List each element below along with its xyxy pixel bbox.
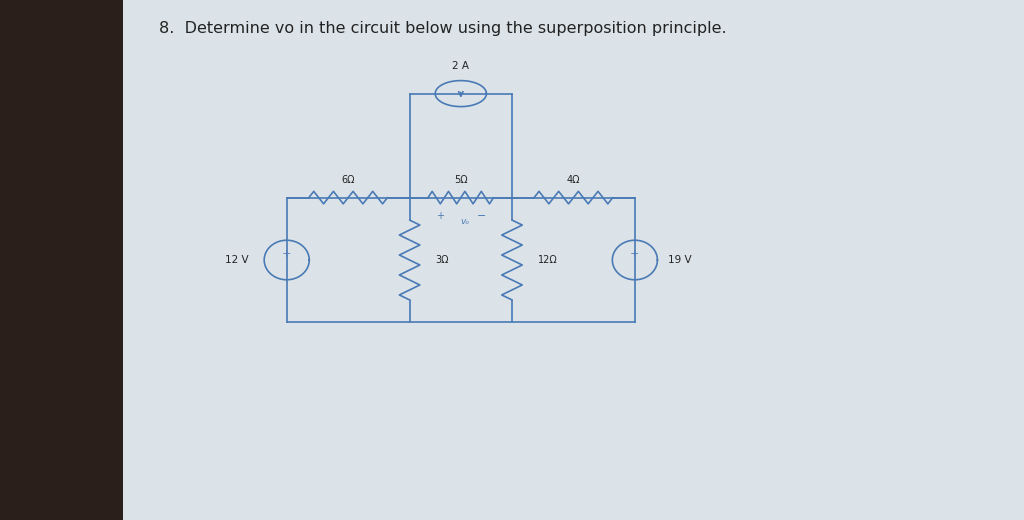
Text: +: + bbox=[282, 249, 292, 259]
Text: 5Ω: 5Ω bbox=[454, 175, 468, 185]
Text: 4Ω: 4Ω bbox=[566, 175, 581, 185]
Text: 8.  Determine vo in the circuit below using the superposition principle.: 8. Determine vo in the circuit below usi… bbox=[159, 21, 726, 36]
Text: +: + bbox=[630, 249, 640, 259]
Text: 3Ω: 3Ω bbox=[435, 255, 449, 265]
Bar bbox=[0, 0, 123, 520]
Text: 12 V: 12 V bbox=[225, 255, 249, 265]
Text: 12Ω: 12Ω bbox=[538, 255, 557, 265]
Text: −: − bbox=[476, 211, 486, 221]
Text: +: + bbox=[436, 211, 444, 221]
Text: 6Ω: 6Ω bbox=[341, 175, 355, 185]
Text: vₒ: vₒ bbox=[461, 216, 470, 226]
Text: 2 A: 2 A bbox=[453, 61, 469, 71]
Text: 19 V: 19 V bbox=[668, 255, 691, 265]
